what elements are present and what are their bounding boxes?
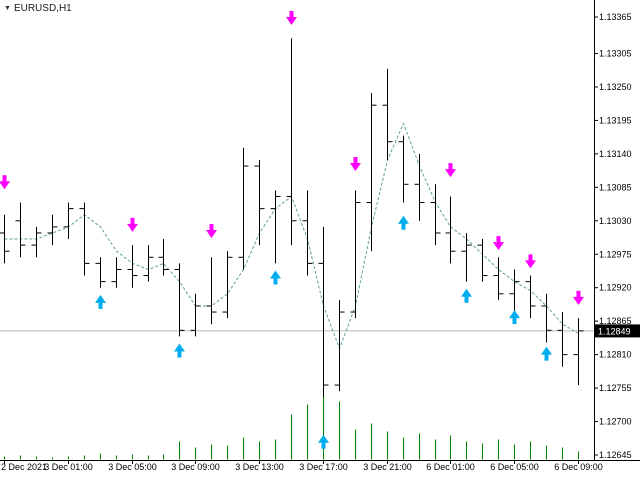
time-axis-label: 3 Dec 05:00 xyxy=(108,462,157,472)
current-price-badge-text: 1.12849 xyxy=(598,326,631,336)
buy-signal-arrow xyxy=(270,270,281,285)
price-axis-label: 1.12700 xyxy=(599,417,632,427)
price-axis-label: 1.13140 xyxy=(599,149,632,159)
time-axis-label: 6 Dec 01:00 xyxy=(426,462,475,472)
buy-signal-arrow xyxy=(461,288,472,303)
price-axis-label: 1.12975 xyxy=(599,249,632,259)
time-axis-label: 3 Dec 17:00 xyxy=(299,462,348,472)
price-axis-label: 1.12810 xyxy=(599,350,632,360)
buy-signal-arrow xyxy=(174,343,185,358)
chart-plot-area[interactable] xyxy=(0,0,594,460)
time-axis-label: 3 Dec 09:00 xyxy=(171,462,220,472)
price-axis-label: 1.12755 xyxy=(599,383,632,393)
current-price-badge xyxy=(594,324,640,338)
price-axis-label: 1.13085 xyxy=(599,182,632,192)
buy-signal-arrow xyxy=(95,294,106,309)
buy-signal-arrow xyxy=(398,215,409,230)
time-axis-label: 2 Dec 2021 xyxy=(1,462,47,472)
sell-signal-arrow xyxy=(286,11,297,26)
sell-signal-arrow xyxy=(525,254,536,269)
symbol-label: ▼ EURUSD,H1 xyxy=(4,3,72,14)
collapse-triangle-icon: ▼ xyxy=(4,5,11,12)
sell-signal-arrow xyxy=(445,163,456,178)
price-axis-label: 1.12920 xyxy=(599,283,632,293)
price-axis-label: 1.12865 xyxy=(599,316,632,326)
price-axis-label: 1.13250 xyxy=(599,82,632,92)
sell-signal-arrow xyxy=(127,217,138,232)
price-axis-label: 1.13365 xyxy=(599,12,632,22)
time-axis-label: 6 Dec 05:00 xyxy=(490,462,539,472)
price-axis-label: 1.12645 xyxy=(599,450,632,460)
price-axis-label: 1.13195 xyxy=(599,115,632,125)
sell-signal-arrow xyxy=(0,175,10,190)
sell-signal-arrow xyxy=(573,290,584,305)
time-axis-label: 6 Dec 09:00 xyxy=(554,462,603,472)
sell-signal-arrow xyxy=(493,236,504,251)
buy-signal-arrow xyxy=(541,346,552,361)
time-axis-label: 3 Dec 21:00 xyxy=(363,462,412,472)
buy-signal-arrow xyxy=(318,434,329,449)
symbol-text: EURUSD,H1 xyxy=(13,3,72,14)
time-axis-label: 3 Dec 13:00 xyxy=(235,462,284,472)
time-axis-label: 3 Dec 01:00 xyxy=(44,462,93,472)
sell-signal-arrow xyxy=(206,223,217,238)
price-axis-label: 1.13305 xyxy=(599,49,632,59)
buy-signal-arrow xyxy=(509,310,520,325)
price-axis-label: 1.13030 xyxy=(599,216,632,226)
sell-signal-arrow xyxy=(350,157,361,172)
